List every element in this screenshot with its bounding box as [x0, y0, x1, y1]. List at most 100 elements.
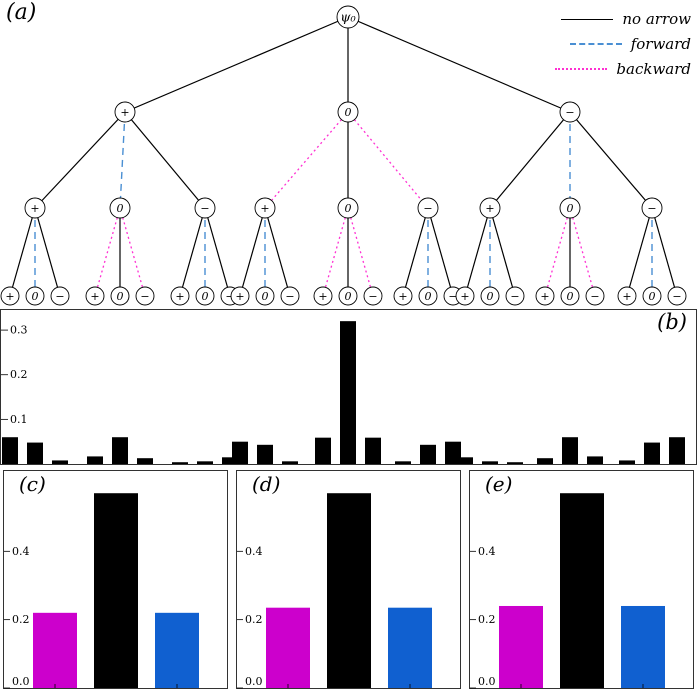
- tree-node-circle: [338, 286, 358, 306]
- tree-node-circle: [0, 286, 20, 306]
- tree-node-label: 0: [649, 290, 656, 303]
- y-tick-label: 0.4: [478, 545, 496, 558]
- tree-node-circle: [50, 286, 70, 306]
- chart-d-svg: 0.0 0.2 0.4: [236, 470, 461, 689]
- bar: [621, 605, 665, 688]
- legend-label: backward: [616, 60, 691, 78]
- tree-node-label: 0: [117, 290, 124, 303]
- histogram-bar: [232, 441, 248, 464]
- tree-node-label: −: [423, 202, 432, 215]
- tree-node-label: −: [510, 290, 519, 303]
- tree-node-label: +: [485, 202, 494, 215]
- tree-node-circle: [135, 286, 155, 306]
- legend-line-dotted: [555, 68, 608, 70]
- y-tick-label: 0.2: [10, 368, 28, 381]
- tree-node-label: 0: [345, 106, 352, 119]
- tree-node-label: 0: [425, 290, 432, 303]
- chart-e-svg: 0.0 0.2 0.4: [469, 470, 694, 689]
- histogram-bar: [507, 462, 523, 464]
- tree-node-label: 0: [567, 290, 574, 303]
- y-tick-label: 0.2: [245, 613, 263, 626]
- histogram-bar: [112, 437, 128, 464]
- panel-e-label: (e): [485, 472, 513, 496]
- tree-node-label: −: [448, 290, 457, 303]
- tree-edge-solid: [124, 111, 206, 209]
- tree-node-label: 0: [487, 290, 494, 303]
- tree-node-label: +: [5, 290, 14, 303]
- histogram-bar: [87, 456, 103, 464]
- tree-edge-solid: [9, 207, 36, 297]
- legend-label: forward: [630, 35, 691, 53]
- tree-node-label: −: [590, 290, 599, 303]
- tree-edge-backward: [347, 207, 374, 297]
- y-tick-label: 0.2: [478, 613, 496, 626]
- histogram-bar: [619, 460, 635, 464]
- tree-node-circle: [480, 286, 500, 306]
- tree-node-label: −: [140, 290, 149, 303]
- tree-edge-solid: [489, 207, 516, 297]
- tree-node-label: +: [540, 290, 549, 303]
- tree-node-circle: [617, 286, 637, 306]
- tree-edge-backward: [569, 207, 596, 297]
- tree-node-circle: [585, 286, 605, 306]
- tree-edge-backward: [322, 207, 349, 297]
- tree-node-circle: [110, 286, 130, 306]
- tree-edge-solid: [489, 111, 571, 209]
- tree-node-label: −: [565, 106, 574, 119]
- y-tick-label: 0.1: [10, 413, 28, 426]
- histogram-bar: [282, 461, 298, 464]
- tree-edge-solid: [626, 207, 653, 297]
- tree-node-label: −: [55, 290, 64, 303]
- tree-edge-backward: [264, 111, 349, 209]
- chart-b-svg: 0.1 0.2 0.3: [0, 309, 697, 465]
- tree-node-circle: [337, 197, 359, 219]
- tree-edge-solid: [347, 16, 571, 113]
- tree-node-circle: [560, 286, 580, 306]
- tree-node-circle: [418, 286, 438, 306]
- tree-node-label: −: [285, 290, 294, 303]
- tree-node-label: +: [175, 290, 184, 303]
- panel-b: 0.1 0.2 0.3 (b): [0, 309, 697, 465]
- histogram-bar: [197, 461, 213, 464]
- histogram-bar: [457, 457, 473, 464]
- tree-node-circle: [505, 286, 525, 306]
- tree-node-circle: [337, 101, 359, 123]
- legend-line-dashed: [569, 43, 622, 45]
- panel-c-label: (c): [19, 472, 46, 496]
- tree-node-label: +: [260, 202, 269, 215]
- bar: [560, 493, 604, 688]
- tree-node-circle: [313, 286, 333, 306]
- legend-item: no arrow: [555, 10, 691, 28]
- tree-edge-solid: [124, 16, 349, 113]
- tree-node-circle: [336, 5, 360, 29]
- y-tick-label: 0.4: [245, 545, 263, 558]
- bar: [266, 607, 310, 688]
- histogram-bar: [644, 442, 660, 464]
- tree-edge-solid: [179, 207, 206, 297]
- tree-node-label: +: [235, 290, 244, 303]
- tree-node-label: −: [672, 290, 681, 303]
- histogram-bar: [669, 437, 685, 464]
- tree-node-label: 0: [32, 290, 39, 303]
- tree-edge-solid: [34, 111, 126, 209]
- histogram-bar: [27, 442, 43, 464]
- bar: [155, 612, 199, 688]
- panel-e: 0.0 0.2 0.4 (e): [469, 470, 694, 689]
- panel-b-label: (b): [657, 310, 687, 334]
- tree-edge-solid: [569, 111, 653, 209]
- tree-edge-solid: [464, 207, 491, 297]
- tree-node-circle: [230, 286, 250, 306]
- bar: [327, 493, 371, 688]
- tree-node-label: 0: [117, 202, 124, 215]
- histogram-bar: [340, 321, 356, 464]
- histogram-bar: [315, 437, 331, 464]
- tree-node-circle: [559, 197, 581, 219]
- tree-node-label: −: [368, 290, 377, 303]
- histogram-bar: [137, 458, 153, 464]
- legend-item: backward: [555, 60, 691, 78]
- tree-node-label: 0: [345, 290, 352, 303]
- tree-node-label: 0: [262, 290, 269, 303]
- histogram-bar: [537, 458, 553, 464]
- tree-edge-solid: [402, 207, 429, 297]
- histogram-bar: [587, 456, 603, 464]
